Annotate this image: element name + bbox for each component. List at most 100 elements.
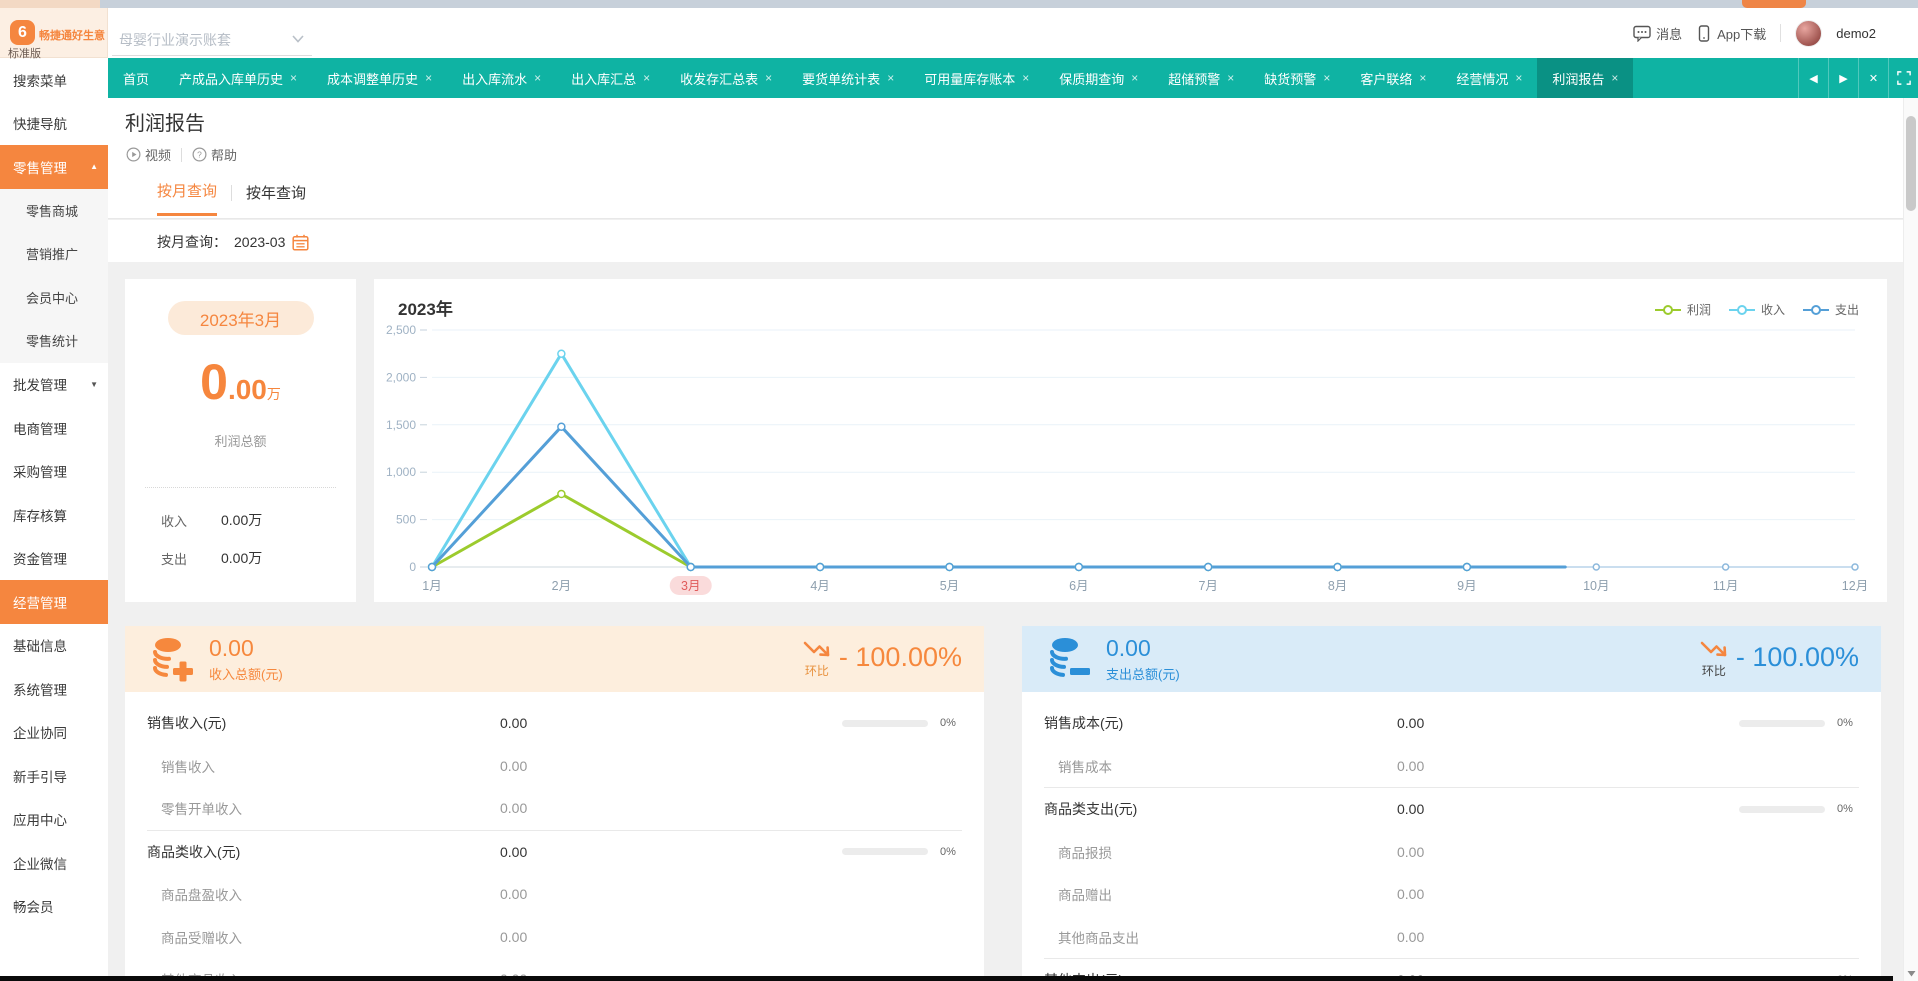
vertical-scrollbar[interactable]: [1903, 98, 1918, 981]
sidebar-item-2[interactable]: 零售管理 ▲: [0, 145, 108, 189]
tab-0[interactable]: 首页: [108, 58, 164, 98]
tab-label: 产成品入库单历史: [179, 71, 284, 87]
row-progress: 0%: [1739, 717, 1859, 729]
row-label: 商品类支出(元): [1044, 801, 1138, 818]
app-download-button[interactable]: App下载: [1696, 24, 1766, 43]
sidebar-item-9[interactable]: 采购管理: [0, 450, 108, 494]
sidebar-item-label: 资金管理: [13, 552, 67, 568]
browser-edge-pill: [1742, 0, 1806, 8]
help-label: 帮助: [211, 148, 238, 163]
sidebar-item-15[interactable]: 企业协同: [0, 711, 108, 755]
tab-8[interactable]: 保质期查询 ×: [1044, 58, 1153, 98]
tab-9[interactable]: 超储预警 ×: [1153, 58, 1249, 98]
sidebar-item-11[interactable]: 资金管理: [0, 537, 108, 581]
tab-3[interactable]: 出入库流水 ×: [447, 58, 556, 98]
svg-text:2,500: 2,500: [386, 323, 416, 337]
tab-close-icon[interactable]: ×: [643, 71, 651, 85]
tab-4[interactable]: 出入库汇总 ×: [556, 58, 665, 98]
tab-close-icon[interactable]: ×: [1022, 71, 1030, 85]
tab-label: 可用量库存账本: [924, 71, 1016, 87]
tab-1[interactable]: 产成品入库单历史 ×: [164, 58, 312, 98]
svg-text:1,500: 1,500: [386, 418, 416, 432]
logo-box: 6 畅捷通好生意 标准版: [0, 8, 108, 60]
row-label: 销售收入(元): [147, 715, 227, 732]
row-value: 0.00: [500, 843, 528, 860]
sidebar-item-label: 零售管理: [13, 160, 67, 176]
messages-button[interactable]: 消息: [1633, 24, 1682, 43]
scroll-down-arrow-icon[interactable]: [1907, 970, 1916, 977]
progress-track: [842, 719, 928, 727]
app-download-label: App下载: [1717, 26, 1767, 42]
help-link[interactable]: ? 帮助: [192, 145, 237, 164]
tab-11[interactable]: 客户联络 ×: [1345, 58, 1441, 98]
scrollbar-thumb[interactable]: [1906, 116, 1916, 211]
tab-query-by-month[interactable]: 按月查询: [157, 180, 218, 216]
sidebar-item-13[interactable]: 基础信息: [0, 624, 108, 668]
video-link[interactable]: 视频: [126, 145, 171, 164]
tab-close-icon[interactable]: ×: [534, 71, 542, 85]
income-mom-value: - 100.00%: [838, 642, 962, 672]
tab-2[interactable]: 成本调整单历史 ×: [312, 58, 447, 98]
messages-label: 消息: [1656, 26, 1683, 42]
tab-query-by-year[interactable]: 按年查询: [246, 184, 307, 202]
sidebar-item-1[interactable]: 快捷导航: [0, 102, 108, 146]
progress-percent: 0%: [940, 717, 956, 730]
account-select[interactable]: 母婴行业演示账套: [112, 22, 312, 56]
close-tabs-glyph: ✕: [1868, 72, 1879, 85]
row-value: 0.00: [1397, 757, 1425, 774]
sidebar-item-8[interactable]: 电商管理: [0, 406, 108, 450]
tab-close-icon[interactable]: ×: [290, 71, 298, 85]
tab-6[interactable]: 要货单统计表 ×: [787, 58, 909, 98]
date-filter-value[interactable]: 2023-03: [234, 234, 286, 250]
tab-close-icon[interactable]: ×: [1227, 71, 1235, 85]
bottom-edge-bar: [0, 976, 1893, 981]
sidebar-item-10[interactable]: 库存核算: [0, 493, 108, 537]
progress-percent: 0%: [940, 845, 956, 858]
sidebar-item-4[interactable]: 营销推广: [0, 232, 108, 276]
tab-close-icon[interactable]: ×: [1131, 71, 1139, 85]
legend-label: 支出: [1834, 303, 1859, 317]
tab-close-icon[interactable]: ×: [1323, 71, 1331, 85]
fullscreen-button[interactable]: [1888, 58, 1918, 98]
sidebar-item-7[interactable]: 批发管理 ▼: [0, 363, 108, 407]
sidebar-item-19[interactable]: 畅会员: [0, 885, 108, 929]
sidebar-item-16[interactable]: 新手引导: [0, 754, 108, 798]
tab-12[interactable]: 经营情况 ×: [1441, 58, 1537, 98]
avatar[interactable]: [1795, 19, 1823, 47]
sidebar-item-label: 经营管理: [13, 595, 67, 611]
tab-label: 客户联络: [1360, 71, 1413, 87]
tab-10[interactable]: 缺货预警 ×: [1249, 58, 1345, 98]
tab-label: 出入库流水: [462, 71, 528, 87]
prev-tab-button[interactable]: ◀: [1798, 58, 1828, 98]
sidebar-item-0[interactable]: 搜索菜单: [0, 58, 108, 102]
sidebar-item-12[interactable]: 经营管理: [0, 580, 108, 624]
sidebar-item-label: 应用中心: [13, 813, 67, 829]
legend-item-0[interactable]: 利润: [1654, 301, 1711, 318]
tab-bar: 首页 产成品入库单历史 × 成本调整单历史 × 出入库流水 × 出入库汇总 × 收发存汇总表 × 要货…: [108, 58, 1918, 98]
tab-close-icon[interactable]: ×: [765, 71, 773, 85]
legend-line-marker-icon: [1728, 304, 1755, 315]
progress-percent: 0%: [1837, 717, 1853, 730]
sidebar-item-18[interactable]: 企业微信: [0, 841, 108, 885]
tab-close-icon[interactable]: ×: [1611, 71, 1619, 85]
close-tabs-button[interactable]: ✕: [1858, 58, 1888, 98]
sidebar-item-17[interactable]: 应用中心: [0, 798, 108, 842]
tab-close-icon[interactable]: ×: [1419, 71, 1427, 85]
tab-close-icon[interactable]: ×: [1515, 71, 1523, 85]
tab-close-icon[interactable]: ×: [887, 71, 895, 85]
next-tab-button[interactable]: ▶: [1828, 58, 1858, 98]
tab-7[interactable]: 可用量库存账本 ×: [909, 58, 1044, 98]
topbar: 6 畅捷通好生意 标准版 母婴行业演示账套 消息 App下载 demo2: [0, 8, 1918, 60]
sidebar-item-14[interactable]: 系统管理: [0, 667, 108, 711]
tab-close-icon[interactable]: ×: [425, 71, 433, 85]
calendar-icon[interactable]: [292, 234, 309, 251]
sidebar-item-5[interactable]: 会员中心: [0, 276, 108, 320]
tab-13[interactable]: 利润报告 ×: [1537, 58, 1634, 98]
sidebar-item-label: 会员中心: [26, 290, 79, 306]
tab-5[interactable]: 收发存汇总表 ×: [665, 58, 787, 98]
sidebar-item-6[interactable]: 零售统计: [0, 319, 108, 363]
legend-item-1[interactable]: 收入: [1728, 301, 1785, 318]
sidebar-item-3[interactable]: 零售商城: [0, 189, 108, 233]
topbar-right: 消息 App下载 demo2: [1633, 8, 1876, 58]
legend-item-2[interactable]: 支出: [1802, 301, 1859, 318]
